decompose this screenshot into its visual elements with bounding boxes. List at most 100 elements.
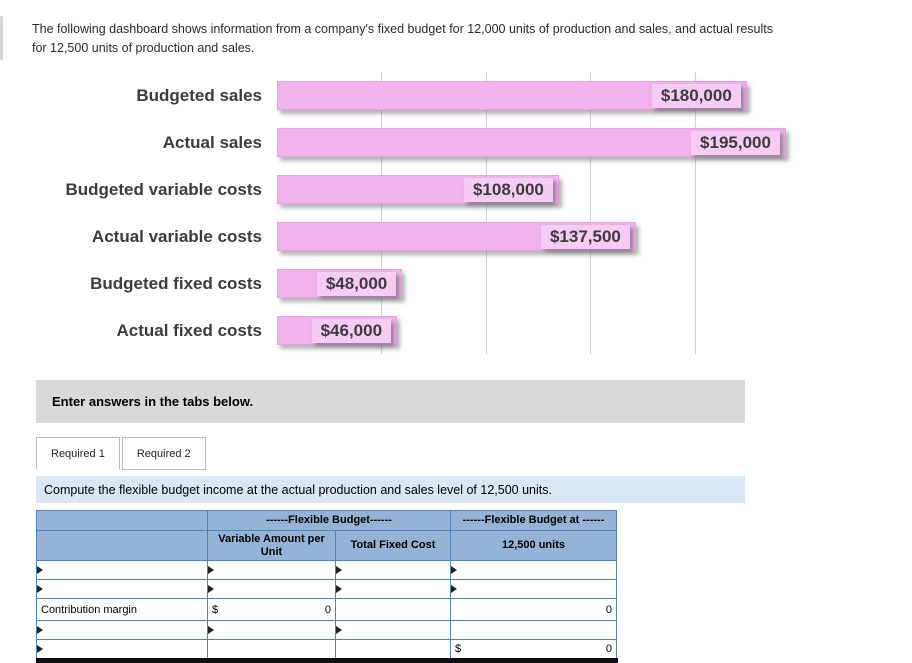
chart-row: Budgeted sales $180,000: [36, 72, 826, 119]
category-label: Budgeted sales: [136, 85, 262, 105]
tab-label: Required 1: [51, 447, 105, 460]
row-label-input-cell[interactable]: [36, 620, 208, 640]
input-marker-icon: [336, 585, 342, 593]
input-marker-icon: [37, 566, 43, 574]
input-marker-icon: [208, 585, 214, 593]
input-marker-icon: [336, 626, 342, 634]
chart-row: Actual fixed costs $46,000: [36, 307, 826, 354]
input-marker-icon: [37, 585, 43, 593]
chart-row: Actual sales $195,000: [36, 119, 826, 166]
tab-label: Required 2: [136, 447, 191, 460]
bar-track: $137,500: [277, 222, 799, 251]
variable-amount-input-cell[interactable]: [207, 560, 336, 580]
bar-budgeted-fixed-costs: $48,000: [277, 269, 403, 298]
total-fixed-cost-input-cell[interactable]: [335, 560, 451, 580]
table-sub-header-row: Variable Amount per Unit Total Fixed Cos…: [36, 530, 617, 561]
bar-track: $180,000: [277, 81, 799, 110]
banner-text: Enter answers in the tabs below.: [52, 394, 254, 409]
variable-amount-input-cell[interactable]: [207, 620, 336, 640]
bar-value-label: $46,000: [311, 318, 392, 343]
table-row: $0: [36, 639, 617, 659]
cell-value: 0: [605, 603, 612, 616]
cell-value: 0: [605, 643, 612, 655]
input-marker-icon: [37, 645, 43, 653]
row-label-input-cell[interactable]: [36, 560, 208, 580]
intro-paragraph: The following dashboard shows informatio…: [32, 20, 773, 59]
total-fixed-cost-input-cell[interactable]: [335, 620, 451, 640]
intro-line-1: The following dashboard shows informatio…: [32, 22, 774, 36]
input-marker-icon: [336, 566, 342, 574]
tab-required-2[interactable]: Required 2: [121, 437, 206, 470]
row-label-input-cell[interactable]: [36, 639, 208, 659]
cell-value: 0: [324, 603, 331, 616]
header-flexible-budget: ------Flexible Budget------: [207, 510, 451, 531]
category-label: Actual sales: [162, 132, 262, 152]
scrollbar-thumb[interactable]: [0, 16, 3, 60]
category-label: Actual variable costs: [91, 226, 262, 246]
input-marker-icon: [451, 585, 457, 593]
variable-amount-input-cell[interactable]: [207, 579, 336, 599]
input-marker-icon: [208, 566, 214, 574]
variable-amount-cell: [207, 639, 336, 659]
bar-budgeted-variable-costs: $108,000: [277, 175, 559, 204]
bar-actual-fixed-costs: $46,000: [277, 316, 398, 345]
input-marker-icon: [451, 566, 457, 574]
bar-budgeted-sales: $180,000: [277, 81, 747, 110]
income-total-cell: $0: [450, 639, 617, 659]
gridline: [381, 72, 383, 354]
enter-answers-banner: Enter answers in the tabs below.: [36, 380, 745, 423]
bar-value-label: $180,000: [651, 83, 741, 108]
flexible-budget-input-cell[interactable]: [450, 560, 617, 580]
chart-row: Actual variable costs $137,500: [36, 213, 826, 260]
category-label: Actual fixed costs: [116, 320, 263, 340]
category-label: Budgeted fixed costs: [90, 273, 262, 293]
bar-track: $48,000: [277, 269, 799, 298]
instruction-bar: Compute the flexible budget income at th…: [36, 476, 745, 503]
tab-required-1[interactable]: Required 1: [36, 437, 120, 470]
gridline: [485, 72, 487, 354]
header-blank-cell: [36, 530, 208, 561]
table-row: [36, 620, 617, 640]
bar-value-label: $48,000: [316, 271, 397, 296]
total-fixed-cost-cell: [335, 639, 451, 659]
chart-gridlines: [277, 72, 799, 354]
flexible-budget-cell: [450, 620, 617, 640]
chart-row: Budgeted fixed costs $48,000: [36, 260, 826, 307]
header-variable-amount-per-unit: Variable Amount per Unit: [207, 530, 336, 561]
intro-line-2: for 12,500 units of production and sales…: [32, 41, 255, 56]
budget-bar-chart: Budgeted sales $180,000 Actual sales $19…: [36, 72, 826, 354]
header-12500-units: 12,500 units: [450, 530, 617, 561]
table-group-header-row: ------Flexible Budget------ ------Flexib…: [36, 510, 617, 531]
bar-actual-variable-costs: $137,500: [277, 222, 636, 251]
bar-value-label: $137,500: [540, 224, 630, 249]
chart-row: Budgeted variable costs $108,000: [36, 166, 826, 213]
table-bottom-bar: [36, 658, 618, 663]
flexible-budget-input-cell[interactable]: [450, 579, 617, 599]
bar-value-label: $108,000: [463, 177, 553, 202]
total-fixed-cost-input-cell[interactable]: [335, 579, 451, 599]
input-marker-icon: [208, 626, 214, 634]
category-label: Budgeted variable costs: [65, 179, 262, 199]
bar-track: $108,000: [277, 175, 799, 204]
cell-text: Contribution margin: [41, 603, 137, 616]
header-flexible-budget-at: ------Flexible Budget at ------: [450, 510, 617, 531]
gridline: [590, 72, 592, 354]
bar-actual-sales: $195,000: [277, 128, 786, 157]
table-row: [36, 579, 617, 599]
flexible-budget-table: ------Flexible Budget------ ------Flexib…: [36, 510, 617, 659]
row-label-cell: Contribution margin: [36, 598, 208, 621]
required-tabs: Required 1 Required 2: [36, 437, 206, 470]
cell-prefix: $: [212, 603, 219, 616]
gridline: [694, 72, 696, 354]
input-marker-icon: [37, 626, 43, 634]
instruction-text: Compute the flexible budget income at th…: [44, 482, 552, 497]
table-row: [36, 560, 617, 580]
bar-value-label: $195,000: [691, 130, 780, 155]
blank-cell: [335, 598, 451, 621]
bar-track: $46,000: [277, 316, 799, 345]
cell-prefix: $: [455, 643, 462, 655]
bar-track: $195,000: [277, 128, 799, 157]
contribution-margin-total-cell: 0: [450, 598, 617, 621]
row-label-input-cell[interactable]: [36, 579, 208, 599]
header-blank-cell: [36, 510, 208, 531]
